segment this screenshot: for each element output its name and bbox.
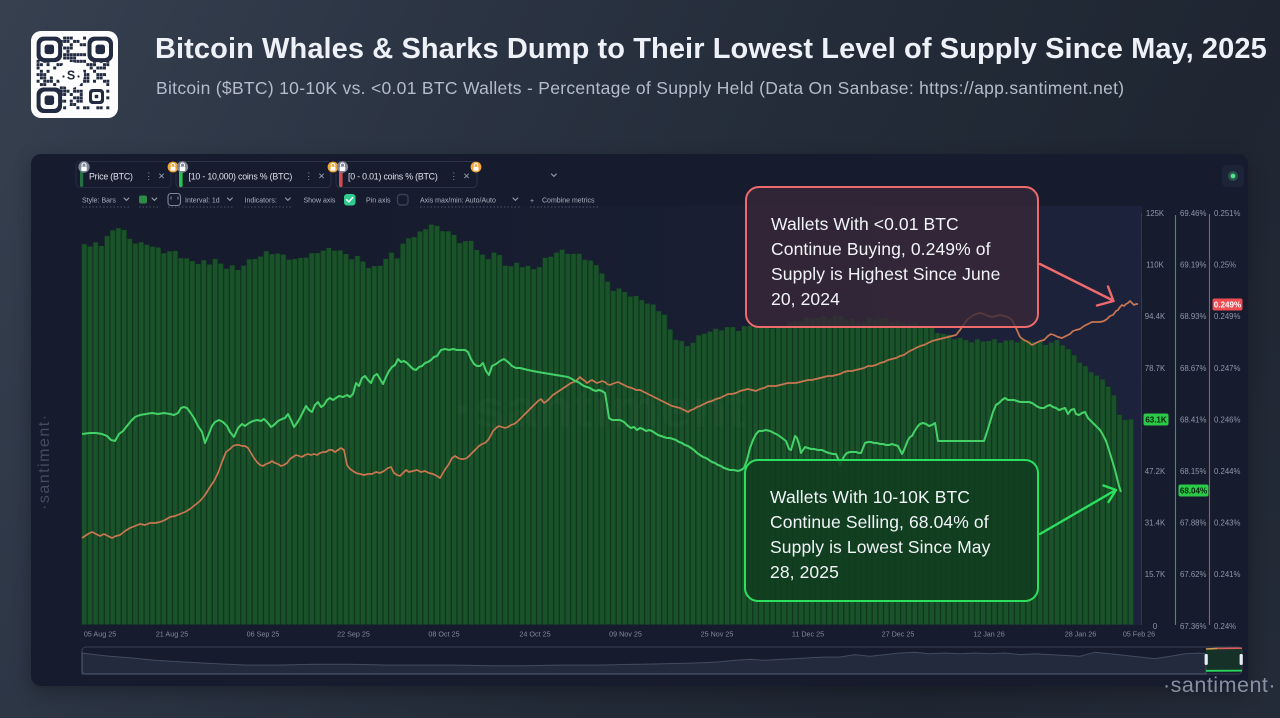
svg-text:68.67%: 68.67% [1180, 364, 1207, 373]
svg-text:67.36%: 67.36% [1180, 622, 1207, 631]
svg-text:67.88%: 67.88% [1180, 519, 1207, 528]
svg-text:69.19%: 69.19% [1180, 261, 1207, 270]
svg-text:68.04%: 68.04% [1180, 486, 1207, 495]
svg-text:✕: ✕ [318, 171, 325, 181]
svg-text:0.24%: 0.24% [1214, 622, 1236, 631]
svg-text:24 Oct 25: 24 Oct 25 [519, 630, 550, 639]
svg-text:Pin axis: Pin axis [366, 198, 391, 205]
svg-text:125K: 125K [1146, 209, 1165, 218]
svg-text:67.62%: 67.62% [1180, 570, 1207, 579]
svg-text:68.41%: 68.41% [1180, 415, 1207, 424]
svg-text:⋮: ⋮ [449, 172, 459, 183]
svg-text:78.7K: 78.7K [1145, 364, 1166, 373]
svg-text:Style: Bars: Style: Bars [82, 198, 116, 205]
svg-text:Indicators:: Indicators: [245, 198, 277, 205]
svg-text:08 Oct 25: 08 Oct 25 [428, 630, 459, 639]
svg-text:28 Jan 26: 28 Jan 26 [1065, 630, 1097, 639]
svg-text:69.46%: 69.46% [1180, 209, 1207, 218]
svg-text:Price (BTC): Price (BTC) [89, 172, 133, 182]
svg-text:68.93%: 68.93% [1180, 312, 1207, 321]
svg-text:S: S [67, 69, 75, 83]
svg-text:68.15%: 68.15% [1180, 467, 1207, 476]
svg-text:0.249%: 0.249% [1214, 312, 1241, 321]
svg-text:✕: ✕ [463, 171, 470, 181]
svg-text:05 Feb 26: 05 Feb 26 [1123, 630, 1155, 639]
svg-text:0.246%: 0.246% [1214, 415, 1241, 424]
svg-text:0.249%: 0.249% [1214, 300, 1241, 309]
svg-text:Combine metrics: Combine metrics [542, 198, 595, 205]
svg-text:Axis max/min: Auto/Auto: Axis max/min: Auto/Auto [420, 198, 496, 205]
svg-text:63.1K: 63.1K [1145, 415, 1167, 424]
svg-text:25 Nov 25: 25 Nov 25 [701, 630, 734, 639]
svg-text:22 Sep 25: 22 Sep 25 [337, 630, 370, 639]
svg-text:0.244%: 0.244% [1214, 467, 1241, 476]
svg-text:110K: 110K [1146, 261, 1164, 270]
svg-text:27 Dec 25: 27 Dec 25 [882, 630, 915, 639]
svg-text:0.25%: 0.25% [1214, 261, 1236, 270]
svg-text:12 Jan 26: 12 Jan 26 [973, 630, 1005, 639]
svg-text:21 Aug 25: 21 Aug 25 [156, 630, 188, 639]
svg-text:05 Aug 25: 05 Aug 25 [84, 630, 116, 639]
svg-text:15.7K: 15.7K [1145, 570, 1166, 579]
svg-text:[10 - 10,000) coins % (BTC): [10 - 10,000) coins % (BTC) [189, 172, 293, 182]
svg-text:[0 - 0.01) coins % (BTC): [0 - 0.01) coins % (BTC) [348, 172, 438, 182]
svg-text:0.251%: 0.251% [1214, 209, 1241, 218]
svg-text:09 Nov 25: 09 Nov 25 [609, 630, 642, 639]
svg-text:⋮: ⋮ [304, 172, 314, 183]
svg-text:11 Dec 25: 11 Dec 25 [792, 630, 824, 639]
svg-text:+: + [530, 198, 534, 205]
svg-text:Interval: 1d: Interval: 1d [185, 198, 220, 205]
svg-text:47.2K: 47.2K [1145, 467, 1166, 476]
svg-text:Show axis: Show axis [304, 198, 336, 205]
svg-text:0.241%: 0.241% [1214, 570, 1241, 579]
svg-text:⋮: ⋮ [144, 172, 154, 183]
svg-text:06 Sep 25: 06 Sep 25 [247, 630, 280, 639]
svg-text:0.247%: 0.247% [1214, 364, 1241, 373]
svg-text:94.4K: 94.4K [1145, 312, 1166, 321]
svg-text:31.4K: 31.4K [1145, 519, 1166, 528]
svg-text:0.243%: 0.243% [1214, 519, 1241, 528]
svg-text:0: 0 [1153, 622, 1158, 631]
svg-text:✕: ✕ [158, 171, 165, 181]
